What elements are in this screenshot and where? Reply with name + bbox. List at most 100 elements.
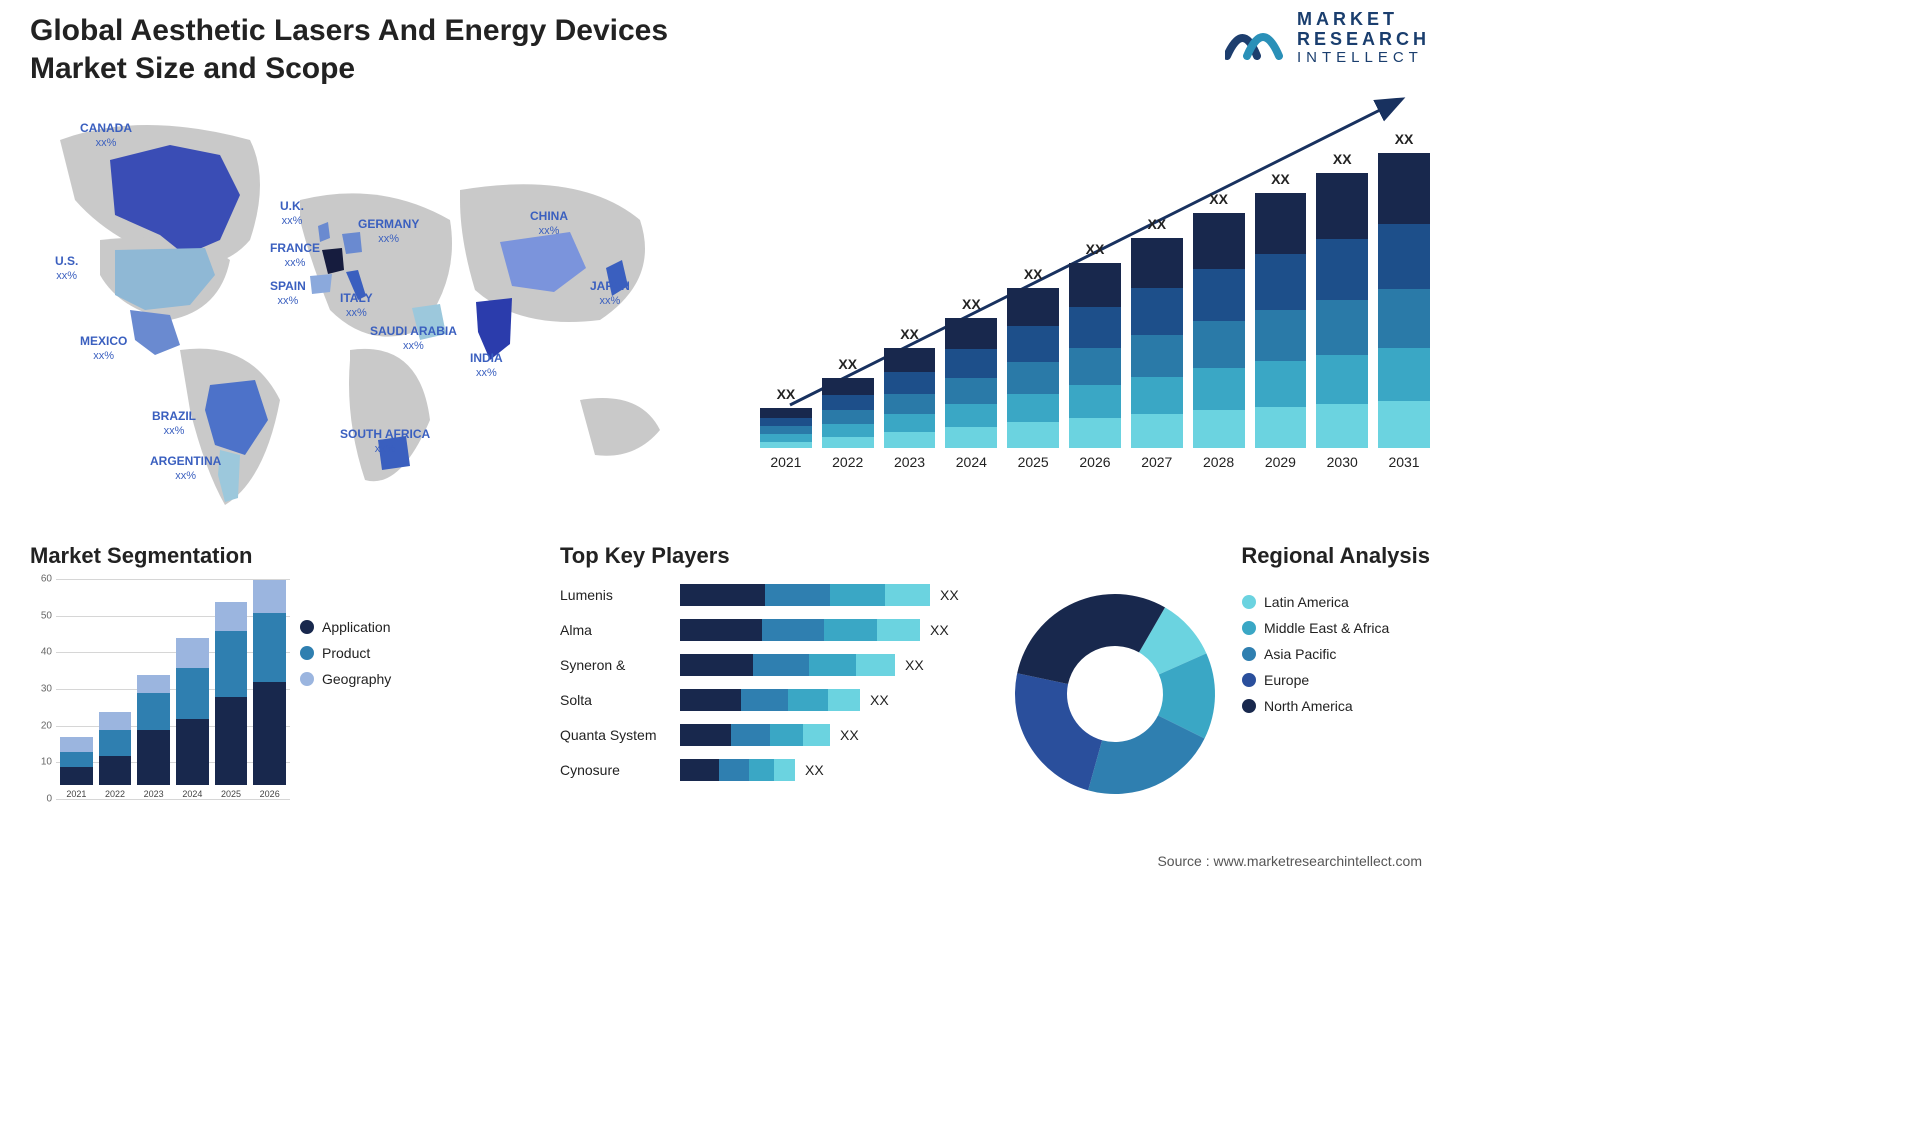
player-bar-seg xyxy=(803,724,830,746)
player-value: XX xyxy=(905,657,924,673)
page-title: Global Aesthetic Lasers And Energy Devic… xyxy=(30,12,710,87)
seg-segment xyxy=(99,756,132,785)
player-bar-seg xyxy=(680,584,765,606)
player-name: Cynosure xyxy=(560,762,680,778)
player-bar-seg xyxy=(765,584,830,606)
regional-legend-item: Middle East & Africa xyxy=(1242,620,1389,636)
growth-seg xyxy=(1131,238,1183,288)
growth-bar-2030: XX2030 xyxy=(1316,151,1368,470)
player-name: Quanta System xyxy=(560,727,680,743)
growth-seg xyxy=(1007,362,1059,394)
growth-bar-2021: XX2021 xyxy=(760,386,812,470)
growth-seg xyxy=(1069,307,1121,348)
growth-seg xyxy=(760,418,812,427)
seg-bar-2025: 2025 xyxy=(215,602,248,799)
seg-legend-item: Application xyxy=(300,619,391,635)
growth-bar-2027: XX2027 xyxy=(1131,216,1183,470)
regional-title: Regional Analysis xyxy=(1000,543,1430,569)
seg-xlabel: 2022 xyxy=(105,789,125,799)
growth-year-label: 2027 xyxy=(1141,454,1172,470)
regional-section: Regional Analysis Latin America Middle Ea… xyxy=(1000,543,1430,843)
brand-logo: MARKET RESEARCH INTELLECT xyxy=(1225,10,1430,66)
map-label-india: INDIAxx% xyxy=(470,352,503,380)
seg-segment xyxy=(215,697,248,785)
growth-seg xyxy=(760,434,812,441)
growth-seg xyxy=(1131,288,1183,334)
growth-seg xyxy=(1069,418,1121,448)
growth-bar-2031: XX2031 xyxy=(1378,131,1430,470)
player-bar-seg xyxy=(680,619,762,641)
growth-top-label: XX xyxy=(1209,191,1228,207)
player-bar-seg xyxy=(828,689,860,711)
player-row: AlmaXX xyxy=(560,616,1000,644)
seg-segment xyxy=(60,737,93,752)
logo-text-1: MARKET xyxy=(1297,10,1430,30)
growth-bar-2029: XX2029 xyxy=(1255,171,1307,470)
regional-legend-item: Europe xyxy=(1242,672,1389,688)
world-map: CANADAxx%U.S.xx%MEXICOxx%BRAZILxx%ARGENT… xyxy=(20,100,720,510)
growth-seg xyxy=(1378,224,1430,289)
segmentation-section: Market Segmentation 0102030405060 202120… xyxy=(30,543,460,843)
regional-legend: Latin AmericaMiddle East & AfricaAsia Pa… xyxy=(1242,594,1389,809)
growth-seg xyxy=(1069,348,1121,385)
growth-bar-2026: XX2026 xyxy=(1069,241,1121,470)
growth-top-label: XX xyxy=(962,296,981,312)
growth-seg xyxy=(945,378,997,404)
map-label-u-k-: U.K.xx% xyxy=(280,200,304,228)
player-value: XX xyxy=(930,622,949,638)
growth-seg xyxy=(1255,193,1307,254)
seg-xlabel: 2021 xyxy=(66,789,86,799)
map-label-u-s-: U.S.xx% xyxy=(55,255,78,283)
player-value: XX xyxy=(805,762,824,778)
player-row: SoltaXX xyxy=(560,686,1000,714)
players-section: Top Key Players LumenisXXAlmaXXSyneron &… xyxy=(560,543,1000,843)
player-bar xyxy=(680,584,930,606)
growth-seg xyxy=(1193,269,1245,321)
growth-seg xyxy=(1193,213,1245,269)
seg-bar-2024: 2024 xyxy=(176,638,209,799)
growth-top-label: XX xyxy=(900,326,919,342)
player-bar-seg xyxy=(824,619,877,641)
legend-dot-icon xyxy=(300,620,314,634)
segmentation-title: Market Segmentation xyxy=(30,543,460,569)
map-label-germany: GERMANYxx% xyxy=(358,218,419,246)
growth-top-label: XX xyxy=(1271,171,1290,187)
map-label-south-africa: SOUTH AFRICAxx% xyxy=(340,428,430,456)
player-bar-seg xyxy=(680,724,731,746)
growth-seg xyxy=(1378,289,1430,348)
player-bar xyxy=(680,654,895,676)
growth-seg xyxy=(1255,407,1307,448)
growth-seg xyxy=(1378,153,1430,224)
growth-chart: XX2021XX2022XX2023XX2024XX2025XX2026XX20… xyxy=(760,100,1430,500)
growth-seg xyxy=(945,404,997,427)
player-row: Cynosure XX xyxy=(560,756,1000,784)
map-label-china: CHINAxx% xyxy=(530,210,568,238)
seg-ytick: 10 xyxy=(41,757,52,768)
growth-seg xyxy=(884,394,936,414)
logo-swoosh-icon xyxy=(1225,12,1285,64)
seg-segment xyxy=(253,613,286,683)
growth-seg xyxy=(884,414,936,432)
growth-seg xyxy=(822,410,874,424)
map-label-canada: CANADAxx% xyxy=(80,122,132,150)
source-label: Source : www.marketresearchintellect.com xyxy=(1157,853,1422,869)
map-label-argentina: ARGENTINAxx% xyxy=(150,455,221,483)
legend-label: Middle East & Africa xyxy=(1264,620,1389,636)
seg-segment xyxy=(99,712,132,730)
legend-label: Latin America xyxy=(1264,594,1349,610)
legend-dot-icon xyxy=(300,672,314,686)
growth-seg xyxy=(884,432,936,448)
seg-ytick: 40 xyxy=(41,647,52,658)
growth-seg xyxy=(884,348,936,372)
growth-seg xyxy=(1316,404,1368,448)
growth-year-label: 2023 xyxy=(894,454,925,470)
seg-segment xyxy=(253,682,286,785)
growth-top-label: XX xyxy=(1333,151,1352,167)
growth-seg xyxy=(1007,288,1059,326)
legend-label: Application xyxy=(322,619,391,635)
legend-dot-icon xyxy=(300,646,314,660)
player-bar-seg xyxy=(830,584,885,606)
growth-top-label: XX xyxy=(838,356,857,372)
growth-top-label: XX xyxy=(1024,266,1043,282)
map-country-spain xyxy=(310,274,332,294)
